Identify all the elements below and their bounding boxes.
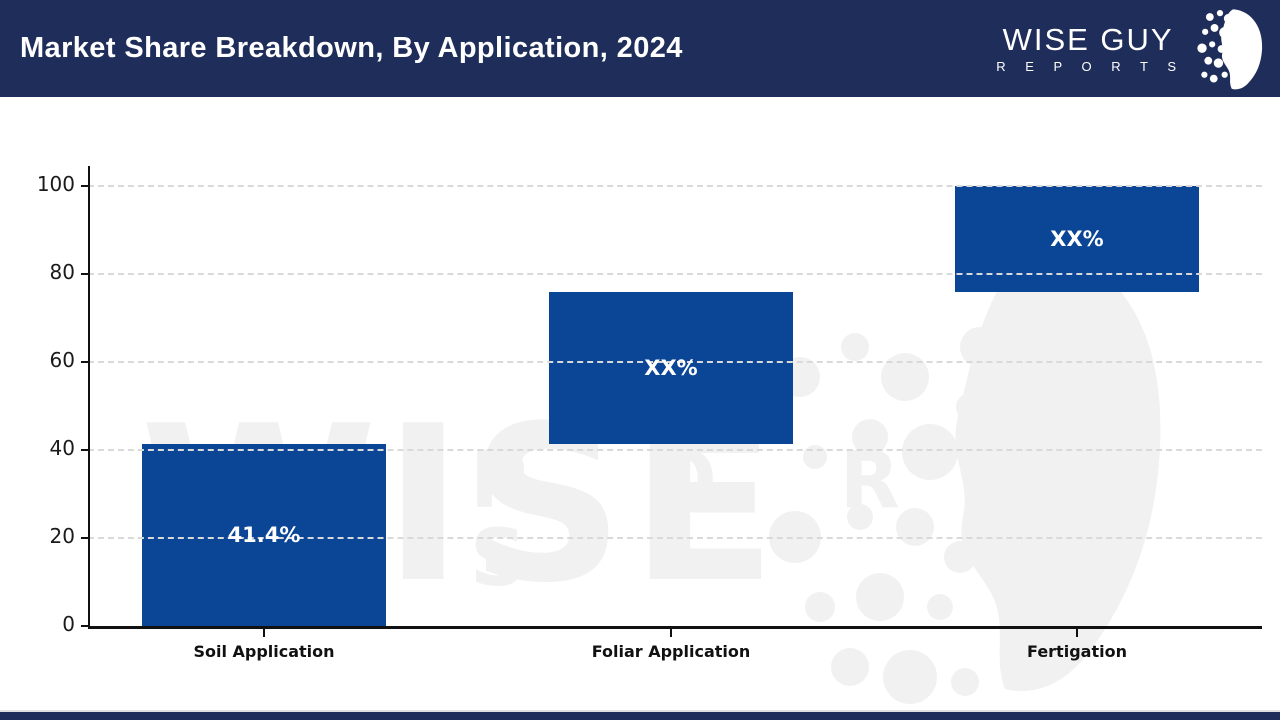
bar-foliar-application xyxy=(549,291,793,444)
y-tick-100 xyxy=(81,185,88,187)
header-bar: Market Share Breakdown, By Application, … xyxy=(0,0,1280,97)
x-axis-label-soil-application: Soil Application xyxy=(193,642,335,661)
chart-area: WISE P O R T S 0 20 40 60 80 100 41.4% Soil App… xyxy=(0,97,1280,713)
chart-title: Market Share Breakdown, By Application, … xyxy=(20,32,683,64)
gridline-100 xyxy=(88,185,1262,187)
bar-value-label-soil-application: 41.4% xyxy=(227,522,301,547)
y-tick-label-80: 80 xyxy=(49,260,75,284)
y-tick-20 xyxy=(81,537,88,539)
bar-value-label-foliar-application: XX% xyxy=(644,355,698,380)
x-axis-label-fertigation: Fertigation xyxy=(1027,642,1127,661)
y-axis-line xyxy=(88,166,90,629)
bar-value-label-fertigation: XX% xyxy=(1050,226,1104,251)
x-axis-label-foliar-application: Foliar Application xyxy=(591,642,751,661)
bar-soil-application xyxy=(142,443,386,626)
x-axis-line xyxy=(88,626,1262,629)
y-tick-40 xyxy=(81,449,88,451)
logo-text: WISE GUY R E P O R T S xyxy=(992,24,1184,74)
gridline-20 xyxy=(88,537,1262,539)
x-tick-foliar-application xyxy=(670,629,672,637)
y-tick-0 xyxy=(81,625,88,627)
gridline-40 xyxy=(88,449,1262,451)
wise-guy-logo: WISE GUY R E P O R T S xyxy=(992,6,1266,92)
y-tick-80 xyxy=(81,273,88,275)
y-tick-60 xyxy=(81,361,88,363)
watermark-face-icon xyxy=(769,247,1161,704)
gridline-60 xyxy=(88,361,1262,363)
logo-wordmark: WISE GUY xyxy=(1002,22,1174,58)
logo-reports-label: R E P O R T S xyxy=(996,58,1184,74)
y-tick-label-100: 100 xyxy=(36,172,75,196)
logo-head-icon xyxy=(1197,9,1263,90)
y-tick-label-60: 60 xyxy=(49,348,75,372)
y-tick-label-0: 0 xyxy=(62,612,75,636)
x-tick-soil-application xyxy=(263,629,265,637)
footer-bar xyxy=(0,710,1280,720)
y-tick-label-40: 40 xyxy=(49,436,75,460)
y-tick-label-20: 20 xyxy=(49,524,75,548)
x-tick-fertigation xyxy=(1076,629,1078,637)
gridline-80 xyxy=(88,273,1262,275)
